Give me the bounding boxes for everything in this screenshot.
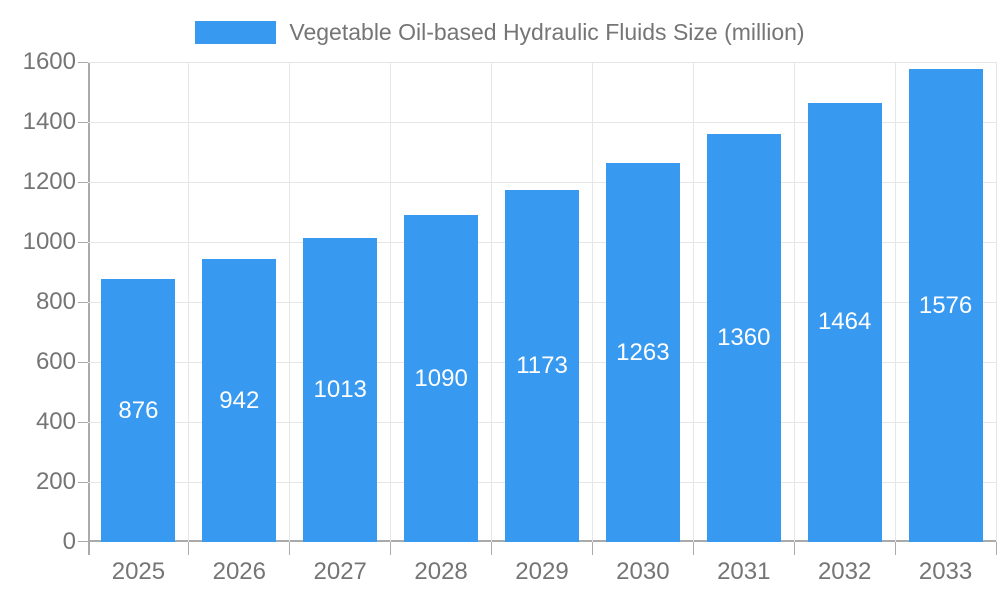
gridline-vertical [390,62,392,542]
y-tick-label: 1200 [22,168,76,195]
bar[interactable]: 1464 [807,102,882,542]
legend-swatch-icon [195,20,277,44]
bar-value-label: 1464 [817,308,872,336]
bar-value-label: 1013 [313,376,367,404]
legend-label: Vegetable Oil-based Hydraulic Fluids Siz… [289,18,805,45]
plot-area: 876 942 1013 1090 1173 1263 1360 1464 1576 [78,62,997,555]
y-tick-label: 400 [35,408,76,435]
y-tick-label: 600 [35,348,76,375]
gridline-vertical [995,62,997,542]
bar-value-label: 1090 [414,364,468,392]
x-axis-tick [88,542,89,555]
y-axis-tick [78,62,88,63]
y-axis-labels: 0 200 400 600 800 1000 1200 1400 1600 [0,48,76,555]
y-axis-tick [78,361,88,363]
bar[interactable]: 1576 [908,69,983,542]
bar[interactable]: 1263 [605,163,680,542]
gridline-vertical [188,62,190,542]
bar[interactable]: 1013 [303,238,378,542]
y-axis-tick [78,181,88,183]
gridline-vertical [591,62,593,542]
y-tick-label: 1600 [22,48,76,75]
x-axis-labels: 2025 2026 2027 2028 2029 2030 2031 2032 2033 [88,558,996,590]
y-axis-tick [78,481,88,483]
x-axis-tick [894,542,896,555]
gridline-vertical [894,62,896,542]
gridline-horizontal [88,62,996,63]
y-axis-tick [78,121,88,123]
y-tick-label: 800 [35,288,76,315]
bar-value-label: 1576 [918,291,973,319]
gridline-vertical [289,62,291,542]
x-tick-label: 2032 [817,558,872,585]
x-tick-label: 2027 [313,558,367,585]
y-tick-label: 1400 [22,108,76,135]
y-axis-line [88,62,90,555]
x-axis-tick [289,542,291,555]
y-tick-label: 0 [62,528,76,555]
x-tick-label: 2029 [515,558,569,585]
x-tick-label: 2033 [918,558,973,585]
y-axis-tick [78,301,88,303]
bar-value-label: 1263 [616,338,670,366]
x-axis-tick [995,542,997,555]
gridline-horizontal [88,181,996,183]
x-tick-label: 2025 [111,558,166,585]
x-tick-label: 2030 [616,558,670,585]
bar-value-label: 1173 [516,352,568,380]
bar[interactable]: 876 [101,279,176,542]
y-axis-tick [78,241,88,243]
bar-value-label: 1360 [717,324,771,351]
gridline-vertical [793,62,795,542]
y-tick-label: 200 [35,468,76,495]
bar[interactable]: 942 [202,259,277,542]
bar[interactable]: 1360 [706,134,781,542]
bar[interactable]: 1090 [404,215,479,542]
bar-value-label: 876 [118,396,159,424]
x-axis-tick [692,542,694,555]
x-axis-tick [591,542,593,555]
gridline-vertical [692,62,694,542]
gridline-horizontal [88,121,996,123]
legend[interactable]: Vegetable Oil-based Hydraulic Fluids Siz… [0,18,1000,46]
bar-value-label: 942 [219,386,260,414]
y-axis-tick [78,421,88,423]
x-tick-label: 2026 [212,558,266,585]
gridline-vertical [491,62,493,542]
x-axis-tick [188,542,190,555]
y-axis-tick [78,541,88,542]
x-axis-tick [390,542,392,555]
x-axis-tick [793,542,795,555]
x-tick-label: 2028 [414,558,468,585]
bar[interactable]: 1173 [505,190,579,542]
x-axis-tick [491,542,493,555]
y-tick-label: 1000 [22,228,76,255]
x-tick-label: 2031 [717,558,771,585]
